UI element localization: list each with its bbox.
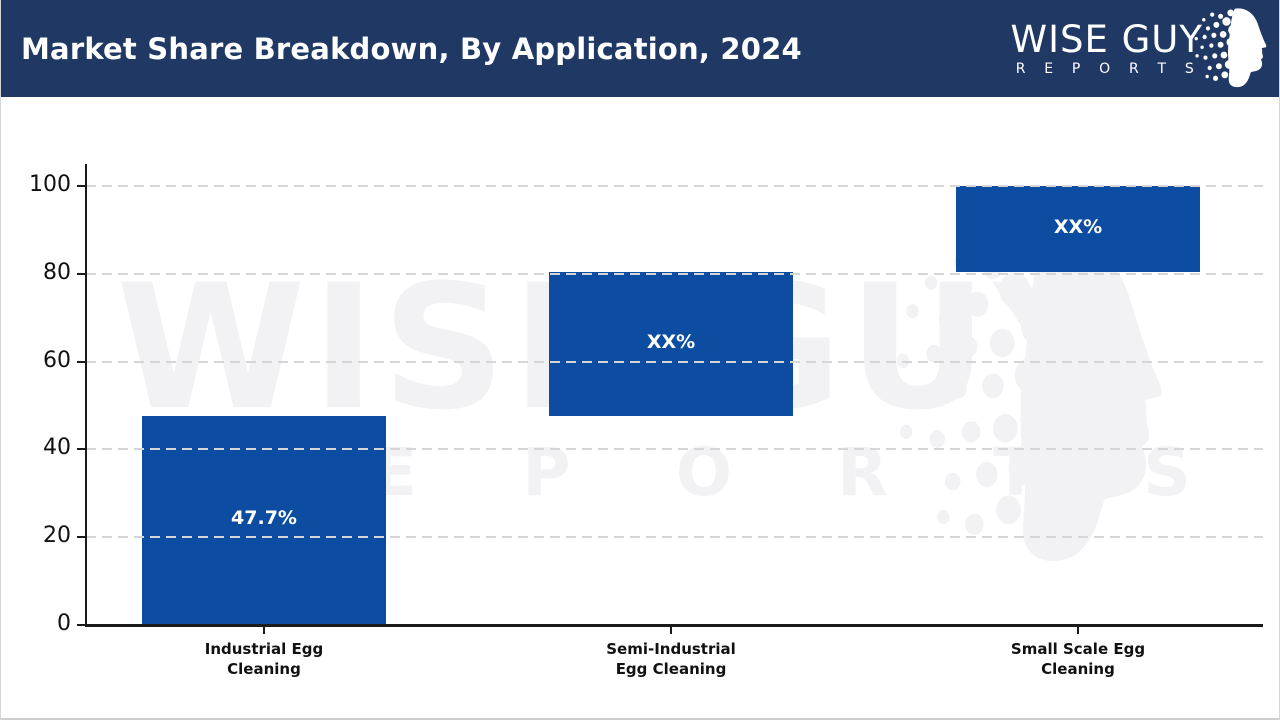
category-label-line: Cleaning — [227, 660, 301, 678]
page-title: Market Share Breakdown, By Application, … — [21, 31, 802, 66]
category-label-line: Small Scale Egg — [1010, 640, 1146, 658]
bar-value-label: XX% — [1053, 216, 1103, 239]
bar-value-label: XX% — [646, 330, 696, 353]
gridline — [86, 185, 1263, 187]
gridline — [86, 272, 1263, 275]
y-axis-line — [85, 164, 87, 627]
y-axis-tick-label: 60 — [43, 347, 71, 373]
category-label: Semi-Industrial Egg Cleaning — [511, 639, 831, 679]
y-axis-tick-label: 80 — [43, 259, 71, 285]
logo-wordmark-line1: WISE GUY — [1010, 18, 1203, 61]
x-axis-tick-mark — [1077, 627, 1079, 634]
y-axis-tick-label: 0 — [57, 611, 71, 636]
brand-logo: WISE GUY R E P O R T S — [1011, 6, 1279, 92]
x-axis-line — [85, 624, 1263, 627]
logo-wordmark: WISE GUY R E P O R T S — [1011, 21, 1203, 76]
y-axis-tick-mark — [77, 360, 85, 363]
y-axis-tick-label: 100 — [29, 172, 71, 197]
bar-value-label: 47.7% — [231, 507, 297, 530]
logo-wordmark-line2: R E P O R T S — [1015, 61, 1202, 77]
y-axis-tick-mark — [77, 272, 85, 275]
x-axis-tick-mark — [263, 627, 265, 634]
header: Market Share Breakdown, By Application, … — [1, 0, 1279, 97]
y-axis-tick-mark — [77, 448, 85, 451]
category-label-line: Egg Cleaning — [615, 660, 727, 678]
gridline — [86, 536, 1263, 539]
y-axis-tick-label: 40 — [43, 435, 71, 461]
bar — [549, 272, 793, 416]
category-label-line: Industrial Egg — [204, 640, 324, 658]
category-label-line: Cleaning — [1041, 660, 1115, 678]
bar — [956, 186, 1200, 273]
x-axis-tick-mark — [670, 627, 672, 634]
y-axis-tick-mark — [77, 185, 85, 187]
category-label: Industrial Egg Cleaning — [104, 639, 424, 679]
y-axis-tick-label: 20 — [43, 523, 71, 549]
gridline — [86, 360, 1263, 363]
category-label-line: Semi-Industrial — [606, 640, 736, 658]
category-label: Small Scale Egg Cleaning — [918, 639, 1238, 679]
watermark-face-icon — [896, 235, 1162, 562]
gridline — [86, 448, 1263, 451]
y-axis-tick-mark — [77, 624, 85, 626]
bar — [142, 415, 386, 625]
y-axis-tick-mark — [77, 536, 85, 539]
